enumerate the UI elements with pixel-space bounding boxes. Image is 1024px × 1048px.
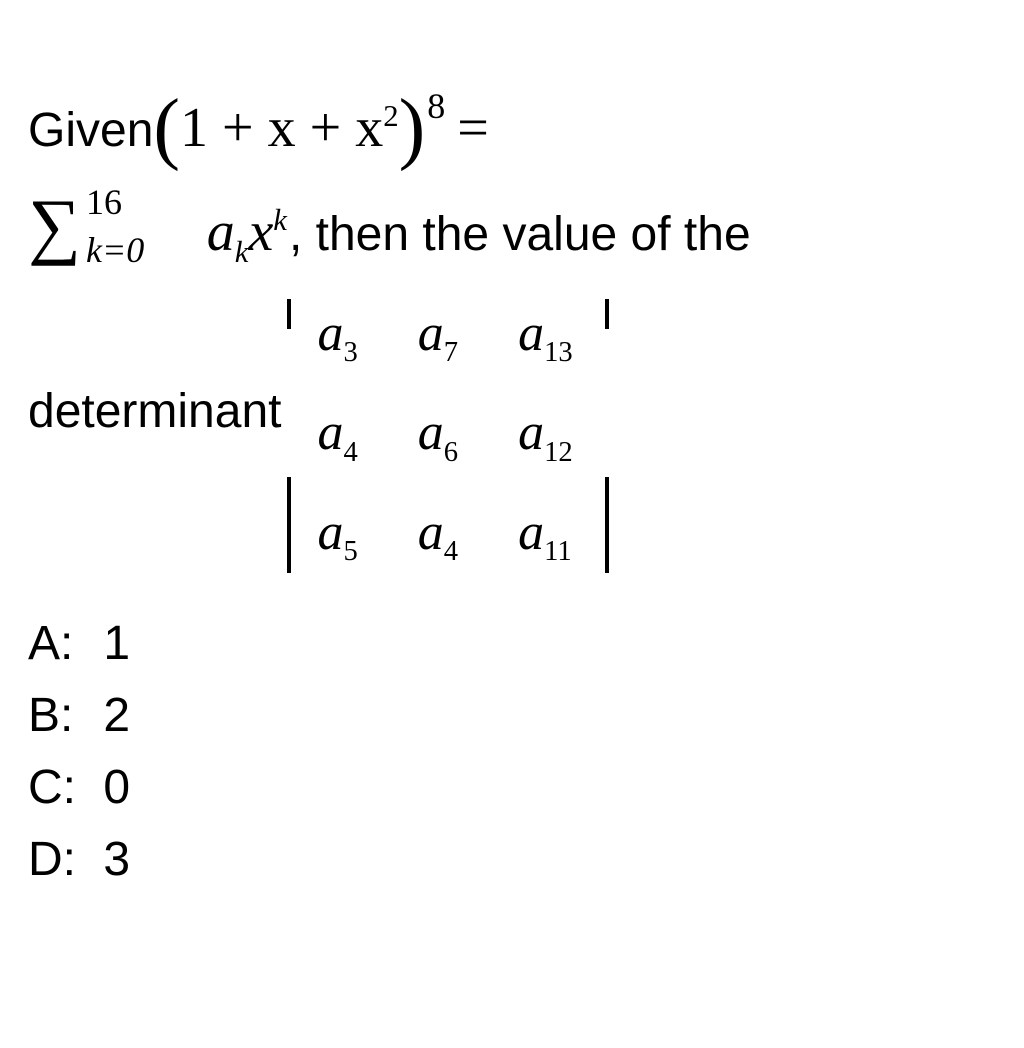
det-cell-2-1: a4 — [418, 503, 458, 568]
det-bar-top-right — [605, 299, 609, 329]
plus-1: + — [208, 97, 268, 159]
det-sub-0-0: 3 — [343, 337, 357, 368]
option-a-label: A: — [28, 608, 90, 680]
option-b-label: B: — [28, 680, 90, 752]
term-x2-base: x — [355, 97, 383, 159]
open-paren: ( — [153, 84, 180, 172]
expression-1: (1 + x + x2)8 = — [153, 100, 488, 156]
det-sub-1-2: 12 — [544, 437, 573, 468]
det-sub-2-0: 5 — [343, 536, 357, 567]
sigma-lower-limit: k=0 — [86, 229, 144, 271]
sigma-lower-eq: = — [102, 230, 126, 270]
det-sub-1-1: 6 — [444, 437, 458, 468]
term-x: x — [268, 97, 296, 159]
det-a-0-1: a — [418, 305, 444, 362]
det-sub-0-1: 7 — [444, 337, 458, 368]
det-a-2-0: a — [317, 504, 343, 561]
det-cell-2-0: a5 — [317, 503, 357, 568]
equals-sign: = — [443, 97, 489, 159]
outer-exponent: 8 — [427, 86, 445, 126]
det-cell-2-2: a11 — [518, 503, 573, 568]
sigma-lower-var: k — [86, 230, 102, 270]
coef-a: a — [207, 201, 235, 263]
det-sub-2-2: 11 — [544, 536, 572, 567]
det-bar-bottom-right — [605, 477, 609, 573]
det-bar-top-left — [287, 299, 291, 329]
det-bar-bottom-left — [287, 477, 291, 573]
option-a-value: 1 — [103, 617, 130, 670]
option-a[interactable]: A: 1 — [28, 608, 996, 680]
det-a-2-1: a — [418, 504, 444, 561]
det-sub-2-1: 4 — [444, 536, 458, 567]
option-d-label: D: — [28, 824, 90, 896]
det-cell-1-1: a6 — [418, 403, 458, 468]
option-c-value: 0 — [103, 761, 130, 814]
option-c[interactable]: C: 0 — [28, 752, 996, 824]
determinant-label: determinant — [28, 296, 305, 439]
option-d[interactable]: D: 3 — [28, 824, 996, 896]
coef-sub-k: k — [235, 235, 249, 269]
term-x2-exp: 2 — [383, 99, 398, 133]
det-a-1-2: a — [518, 404, 544, 461]
det-cell-0-2: a13 — [518, 304, 573, 369]
close-paren: ) — [399, 84, 426, 172]
det-cell-0-0: a3 — [317, 304, 357, 369]
option-d-value: 3 — [103, 833, 130, 886]
det-sub-1-0: 4 — [343, 437, 357, 468]
sigma-symbol: ∑ — [28, 185, 81, 267]
sigma-lower-val: 0 — [126, 230, 144, 270]
det-a-1-0: a — [317, 404, 343, 461]
page-root: Given (1 + x + x2)8 = ∑ 16 k=0 akxk , th… — [0, 0, 1024, 896]
answer-options: A: 1 B: 2 C: 0 D: 3 — [28, 608, 996, 896]
sigma-suffix: , then the value of the — [289, 205, 751, 265]
sigma-line: ∑ 16 k=0 akxk , then the value of the — [28, 189, 996, 268]
determinant-row: determinant a3 a7 a13 a4 a6 a12 a5 a4 a1… — [28, 296, 996, 576]
sigma-block: ∑ 16 k=0 — [28, 189, 81, 263]
var-exp-k: k — [273, 203, 287, 237]
given-prefix: Given — [28, 101, 153, 161]
plus-2: + — [296, 97, 356, 159]
det-cell-0-1: a7 — [418, 304, 458, 369]
var-x: x — [248, 201, 273, 263]
determinant-matrix: a3 a7 a13 a4 a6 a12 a5 a4 a11 — [305, 296, 584, 576]
det-a-2-2: a — [518, 504, 544, 561]
det-cell-1-0: a4 — [317, 403, 357, 468]
det-a-0-0: a — [317, 305, 343, 362]
option-c-label: C: — [28, 752, 90, 824]
sigma-upper-limit: 16 — [86, 181, 122, 223]
option-b-value: 2 — [103, 689, 130, 742]
summand: akxk — [207, 204, 287, 268]
option-b[interactable]: B: 2 — [28, 680, 996, 752]
term-1: 1 — [180, 97, 208, 159]
det-sub-0-2: 13 — [544, 337, 573, 368]
given-line: Given (1 + x + x2)8 = — [28, 100, 996, 161]
det-a-0-2: a — [518, 305, 544, 362]
det-a-1-1: a — [418, 404, 444, 461]
det-cell-1-2: a12 — [518, 403, 573, 468]
